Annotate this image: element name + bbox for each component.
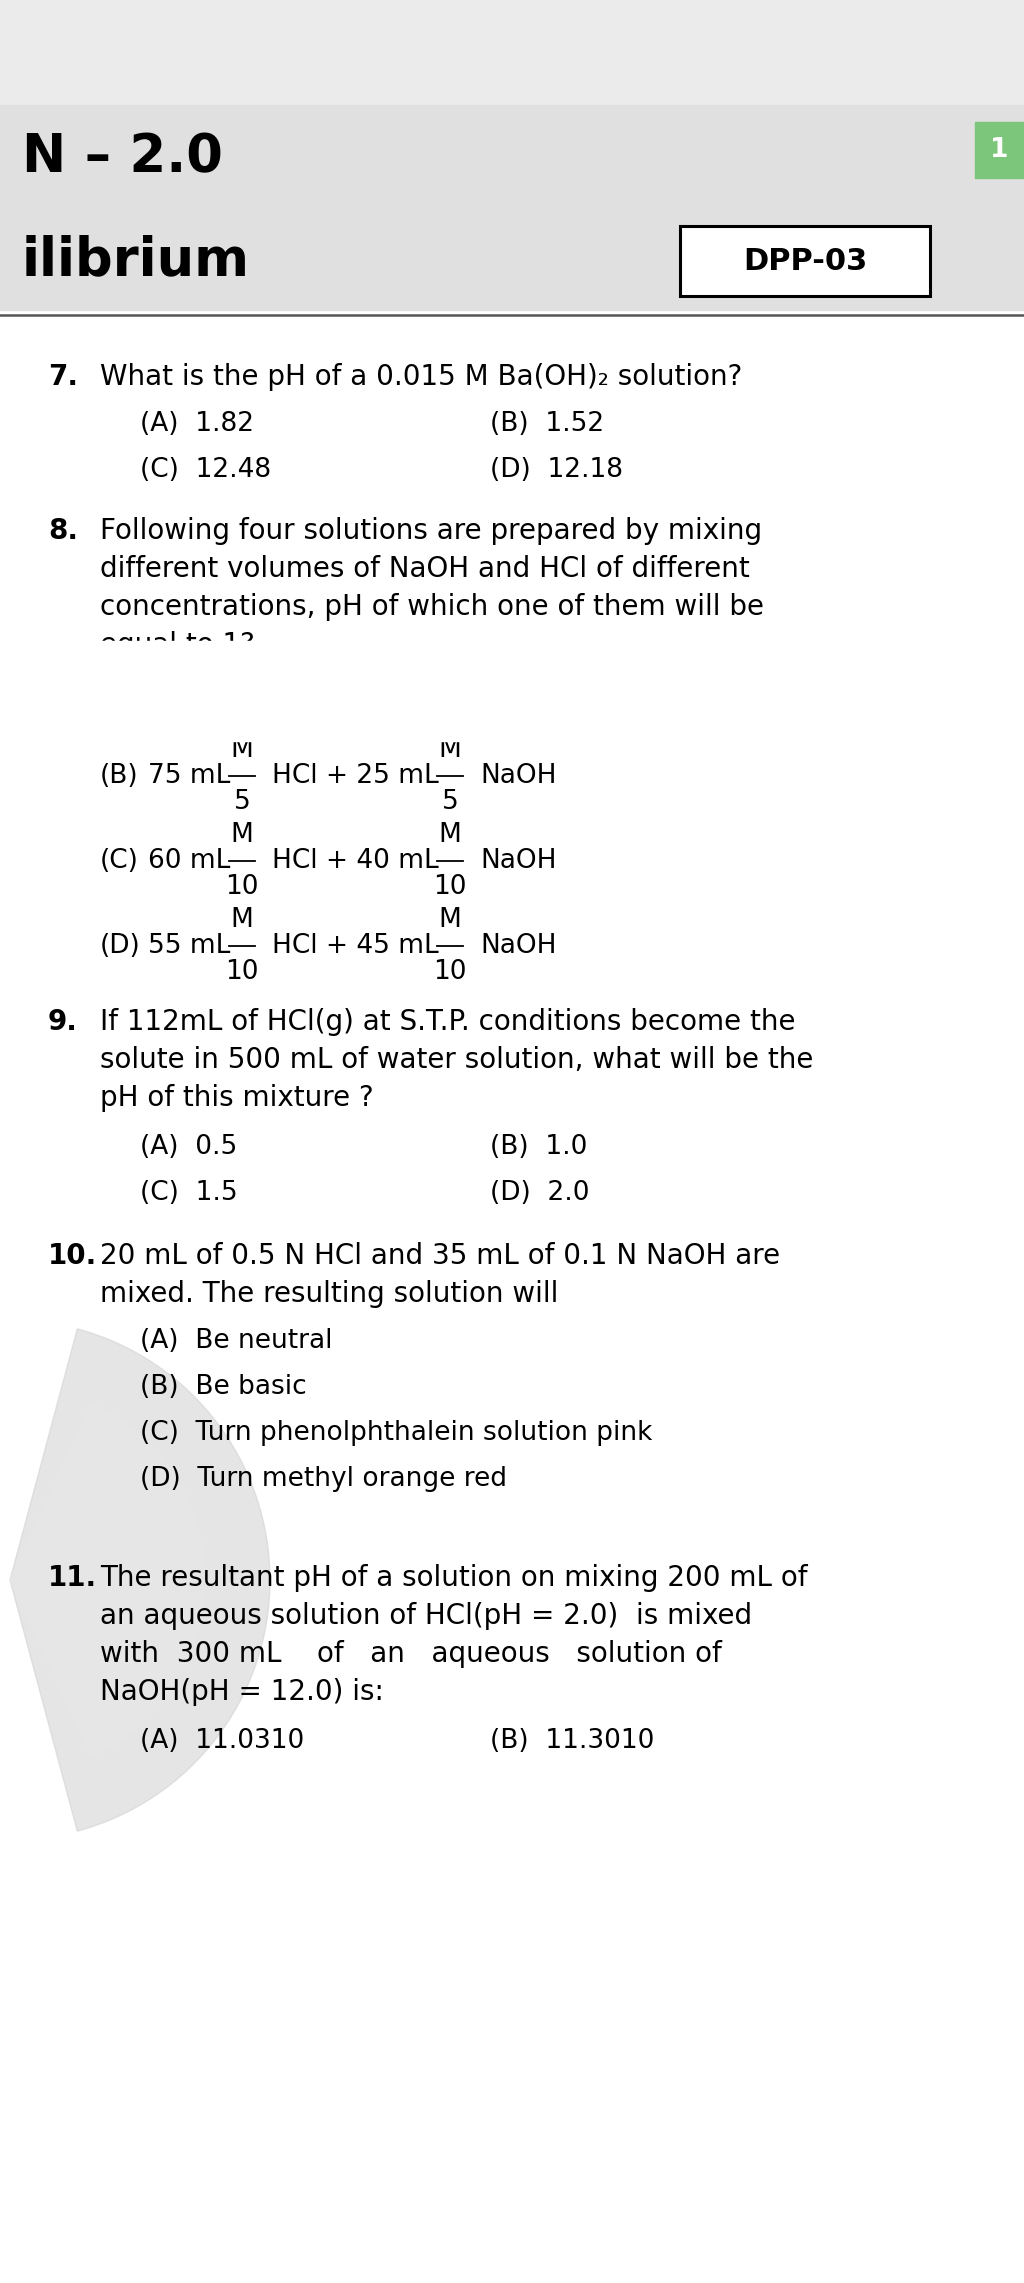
Text: (D)  12.18: (D) 12.18 bbox=[490, 457, 623, 484]
Text: pH of this mixture ?: pH of this mixture ? bbox=[100, 1084, 374, 1112]
Text: NaOH: NaOH bbox=[480, 847, 556, 874]
Text: (B)  1.0: (B) 1.0 bbox=[490, 1135, 588, 1160]
Text: 5: 5 bbox=[233, 790, 251, 815]
Text: M: M bbox=[349, 653, 373, 678]
Bar bbox=[90, 642, 790, 742]
Text: NaOH: NaOH bbox=[480, 934, 556, 959]
Text: 100 mL: 100 mL bbox=[148, 678, 247, 703]
Text: NaOH: NaOH bbox=[480, 678, 556, 703]
Text: 10: 10 bbox=[225, 874, 259, 900]
Text: 100 mL: 100 mL bbox=[148, 678, 247, 703]
Bar bbox=[0, 210, 1024, 310]
Text: 10.: 10. bbox=[48, 1242, 97, 1269]
Wedge shape bbox=[10, 1404, 205, 1756]
Text: M: M bbox=[438, 906, 462, 934]
Text: different volumes of NaOH and HCl of different: different volumes of NaOH and HCl of dif… bbox=[100, 555, 750, 582]
Text: 10: 10 bbox=[433, 703, 467, 731]
Text: 75 mL: 75 mL bbox=[148, 763, 230, 790]
Text: 11.: 11. bbox=[48, 1564, 97, 1591]
Text: HCl + 45 mL: HCl + 45 mL bbox=[272, 934, 438, 959]
Text: Following four solutions are prepared by mixing: Following four solutions are prepared by… bbox=[100, 516, 762, 546]
Text: 9.: 9. bbox=[48, 1009, 78, 1036]
Text: The resultant pH of a solution on mixing 200 mL of: The resultant pH of a solution on mixing… bbox=[100, 1564, 808, 1591]
Text: equal to 1?: equal to 1? bbox=[100, 630, 255, 660]
Text: mixed. The resulting solution will: mixed. The resulting solution will bbox=[100, 1281, 558, 1308]
Text: (B)  11.3010: (B) 11.3010 bbox=[490, 1728, 654, 1753]
Text: 1: 1 bbox=[990, 137, 1009, 162]
Text: (D): (D) bbox=[100, 934, 140, 959]
Text: M: M bbox=[438, 737, 462, 763]
Bar bbox=[0, 0, 1024, 105]
Text: an aqueous solution of HCl(pH = 2.0)  is mixed: an aqueous solution of HCl(pH = 2.0) is … bbox=[100, 1603, 752, 1630]
Text: M: M bbox=[438, 653, 462, 678]
Text: 10: 10 bbox=[225, 703, 259, 731]
Text: (A)  0.5: (A) 0.5 bbox=[140, 1135, 238, 1160]
Text: (A)  Be neutral: (A) Be neutral bbox=[140, 1329, 333, 1354]
Text: (C): (C) bbox=[100, 847, 139, 874]
Bar bbox=[0, 105, 1024, 210]
Text: concentrations, pH of which one of them will be: concentrations, pH of which one of them … bbox=[100, 594, 764, 621]
Bar bbox=[975, 121, 1024, 178]
Text: (C)  Turn phenolphthalein solution pink: (C) Turn phenolphthalein solution pink bbox=[140, 1420, 652, 1445]
Text: N – 2.0: N – 2.0 bbox=[22, 132, 223, 183]
Text: HCl + 100 mL: HCl + 100 mL bbox=[272, 678, 456, 703]
Text: (A): (A) bbox=[100, 658, 138, 685]
Text: NaOH: NaOH bbox=[377, 678, 454, 703]
Text: solute in 500 mL of water solution, what will be the: solute in 500 mL of water solution, what… bbox=[100, 1046, 813, 1073]
Text: (B)  Be basic: (B) Be basic bbox=[140, 1374, 307, 1399]
Text: (D)  Turn methyl orange red: (D) Turn methyl orange red bbox=[140, 1466, 507, 1493]
Text: 8.: 8. bbox=[48, 516, 78, 546]
Text: What is the pH of a 0.015 M Ba(OH)₂ solution?: What is the pH of a 0.015 M Ba(OH)₂ solu… bbox=[100, 363, 742, 390]
Text: (D)  2.0: (D) 2.0 bbox=[490, 1180, 590, 1205]
Text: NaOH: NaOH bbox=[480, 763, 556, 790]
Text: 10: 10 bbox=[205, 703, 239, 731]
Wedge shape bbox=[10, 1329, 270, 1831]
Text: ilibrium: ilibrium bbox=[22, 233, 250, 285]
Text: 10: 10 bbox=[433, 874, 467, 900]
Text: NaOH(pH = 12.0) is:: NaOH(pH = 12.0) is: bbox=[100, 1678, 384, 1705]
Text: 55 mL: 55 mL bbox=[148, 934, 230, 959]
Text: 20 mL of 0.5 N HCl and 35 mL of 0.1 N NaOH are: 20 mL of 0.5 N HCl and 35 mL of 0.1 N Na… bbox=[100, 1242, 780, 1269]
Text: (A)  1.82: (A) 1.82 bbox=[140, 411, 254, 436]
Text: M: M bbox=[438, 822, 462, 847]
Text: (B)  1.52: (B) 1.52 bbox=[490, 411, 604, 436]
Text: (B): (B) bbox=[100, 763, 138, 790]
Text: If 112mL of HCl(g) at S.T.P. conditions become the: If 112mL of HCl(g) at S.T.P. conditions … bbox=[100, 1009, 796, 1036]
Text: 60 mL: 60 mL bbox=[148, 847, 230, 874]
Text: M: M bbox=[230, 906, 253, 934]
Text: HCl + 40 mL: HCl + 40 mL bbox=[272, 847, 438, 874]
Text: (C)  12.48: (C) 12.48 bbox=[140, 457, 271, 484]
Text: M: M bbox=[230, 653, 253, 678]
Text: M: M bbox=[230, 822, 253, 847]
Text: 7.: 7. bbox=[48, 363, 78, 390]
FancyBboxPatch shape bbox=[680, 226, 930, 297]
Text: HCl + 25 mL: HCl + 25 mL bbox=[272, 763, 438, 790]
Text: (A)  11.0310: (A) 11.0310 bbox=[140, 1728, 304, 1753]
Text: HCl + 100 mL: HCl + 100 mL bbox=[238, 678, 421, 703]
Text: 10: 10 bbox=[225, 959, 259, 984]
Text: M: M bbox=[230, 737, 253, 763]
Text: 10: 10 bbox=[344, 703, 378, 731]
Text: M: M bbox=[210, 653, 233, 678]
Text: (A): (A) bbox=[100, 678, 138, 703]
Text: (C)  1.5: (C) 1.5 bbox=[140, 1180, 238, 1205]
Text: 5: 5 bbox=[441, 790, 459, 815]
Text: with  300 mL    of   an   aqueous   solution of: with 300 mL of an aqueous solution of bbox=[100, 1639, 722, 1669]
Text: 10: 10 bbox=[433, 959, 467, 984]
Text: DPP-03: DPP-03 bbox=[742, 247, 867, 276]
